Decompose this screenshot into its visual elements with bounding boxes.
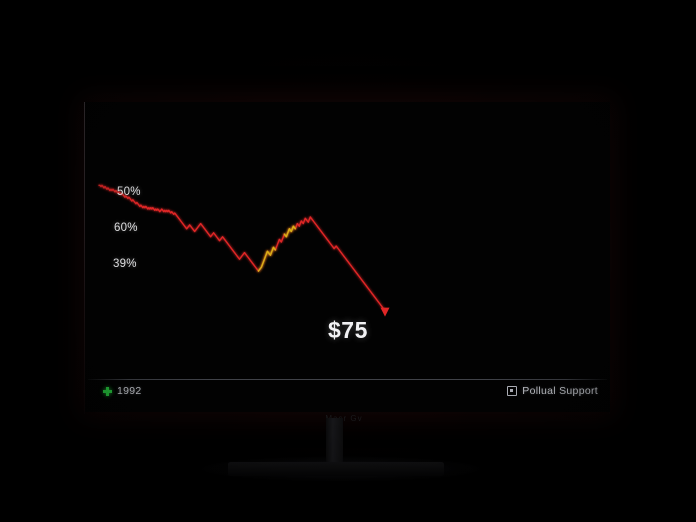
- computer-monitor: 50% 60% 39% $75 1992 Pollual Support Mas…: [68, 96, 620, 423]
- y-tick-50: 50%: [117, 186, 141, 198]
- plus-icon: [103, 386, 112, 396]
- footer-left-label: 1992: [117, 385, 142, 397]
- stock-chart[interactable]: 50% 60% 39% $75: [85, 102, 610, 364]
- monitor-brand-text: Masr Gv: [325, 414, 363, 423]
- footer-right-group[interactable]: Pollual Support: [507, 385, 598, 397]
- price-annotation-label: $75: [328, 317, 368, 343]
- chart-series-line: [98, 184, 386, 312]
- y-tick-39: 39%: [113, 258, 137, 270]
- y-tick-60: 60%: [114, 222, 138, 234]
- chart-series-accent-segment-b: [283, 225, 297, 238]
- footer-divider: [88, 379, 607, 380]
- monitor-screen: 50% 60% 39% $75 1992 Pollual Support: [85, 102, 610, 412]
- trend-down-arrow-icon: [380, 307, 390, 317]
- footer-right-label: Pollual Support: [522, 385, 598, 397]
- monitor-stand-base: [228, 462, 444, 476]
- footer-left-group[interactable]: 1992: [103, 385, 142, 397]
- square-icon: [507, 386, 518, 396]
- chart-series-accent-segment-a: [257, 246, 277, 272]
